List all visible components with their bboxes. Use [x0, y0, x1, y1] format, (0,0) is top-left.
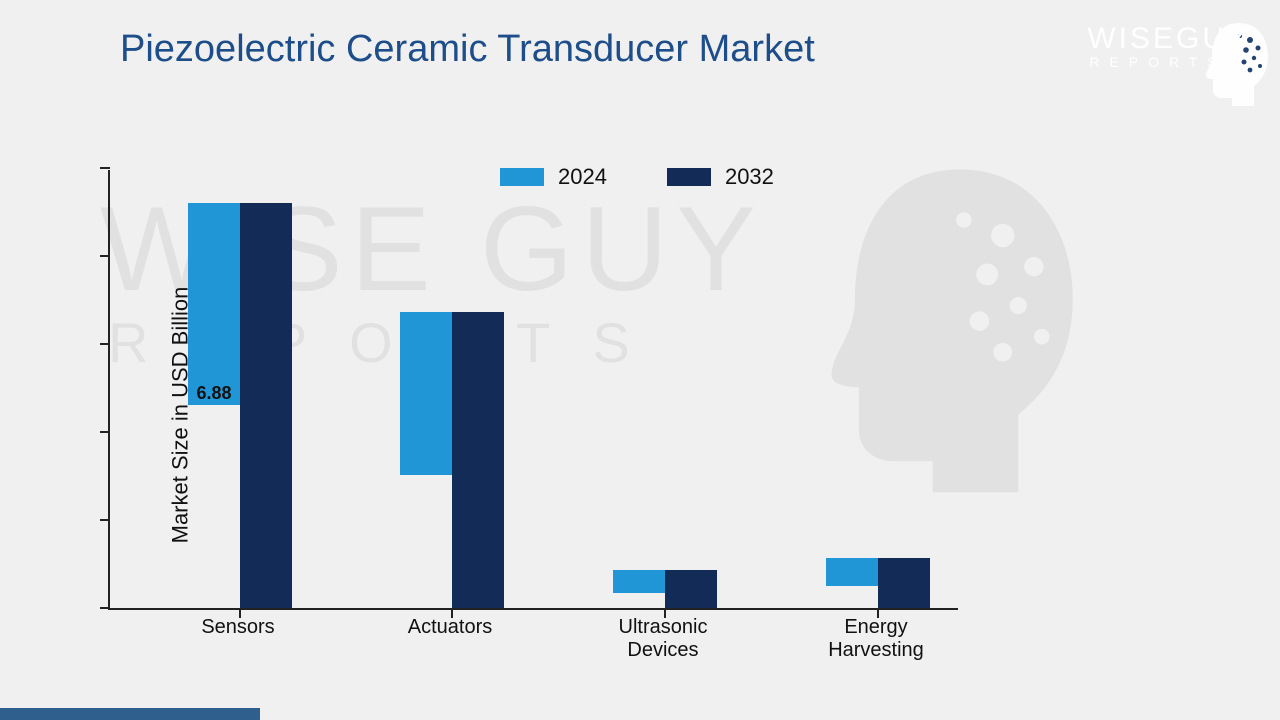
x-axis-label: EnergyHarvesting — [786, 616, 966, 662]
brand-word-2: GUY — [1176, 22, 1250, 55]
legend-label-2024: 2024 — [558, 164, 607, 190]
brand-logo: WISEGUY REPORTS — [1087, 22, 1250, 70]
x-axis-label: Sensors — [148, 616, 328, 639]
bar-group — [150, 203, 330, 608]
plot-area: 6.88 — [108, 170, 958, 610]
y-tick — [100, 431, 110, 433]
bar-2032-actuators — [452, 312, 504, 608]
y-tick — [100, 343, 110, 345]
x-axis-label: Actuators — [360, 616, 540, 639]
bottom-accent-bar — [0, 708, 260, 720]
legend-item-2024: 2024 — [500, 164, 607, 190]
brand-word-1: WISE — [1087, 22, 1176, 55]
chart-area: Market Size in USD Billion 6.88 SensorsA… — [60, 160, 960, 670]
bar-group — [788, 558, 968, 608]
bar-2024-actuators — [400, 312, 452, 475]
legend-label-2032: 2032 — [725, 164, 774, 190]
y-tick — [100, 255, 110, 257]
y-tick — [100, 519, 110, 521]
y-tick — [100, 167, 110, 169]
bar-2032-ultrasonic-devices — [665, 570, 717, 608]
bar-2024-energy-harvesting — [826, 558, 878, 586]
bar-group — [362, 312, 542, 608]
value-label: 6.88 — [196, 383, 231, 404]
legend-swatch-2024 — [500, 168, 544, 186]
bar-2032-energy-harvesting — [878, 558, 930, 608]
x-axis-label: UltrasonicDevices — [573, 616, 753, 662]
bar-group — [575, 570, 755, 608]
legend: 2024 2032 — [500, 164, 774, 190]
canvas: WISEGUY REPORTS WISE GUY REPORTS Piezoel… — [0, 0, 1280, 720]
legend-swatch-2032 — [667, 168, 711, 186]
bar-2024-ultrasonic-devices — [613, 570, 665, 593]
bar-2024-sensors — [188, 203, 240, 405]
brand-line2: REPORTS — [1087, 54, 1250, 70]
brand-line1: WISEGUY — [1087, 22, 1250, 56]
y-tick — [100, 607, 110, 609]
bar-2032-sensors — [240, 203, 292, 608]
chart-title: Piezoelectric Ceramic Transducer Market — [120, 28, 840, 72]
legend-item-2032: 2032 — [667, 164, 774, 190]
